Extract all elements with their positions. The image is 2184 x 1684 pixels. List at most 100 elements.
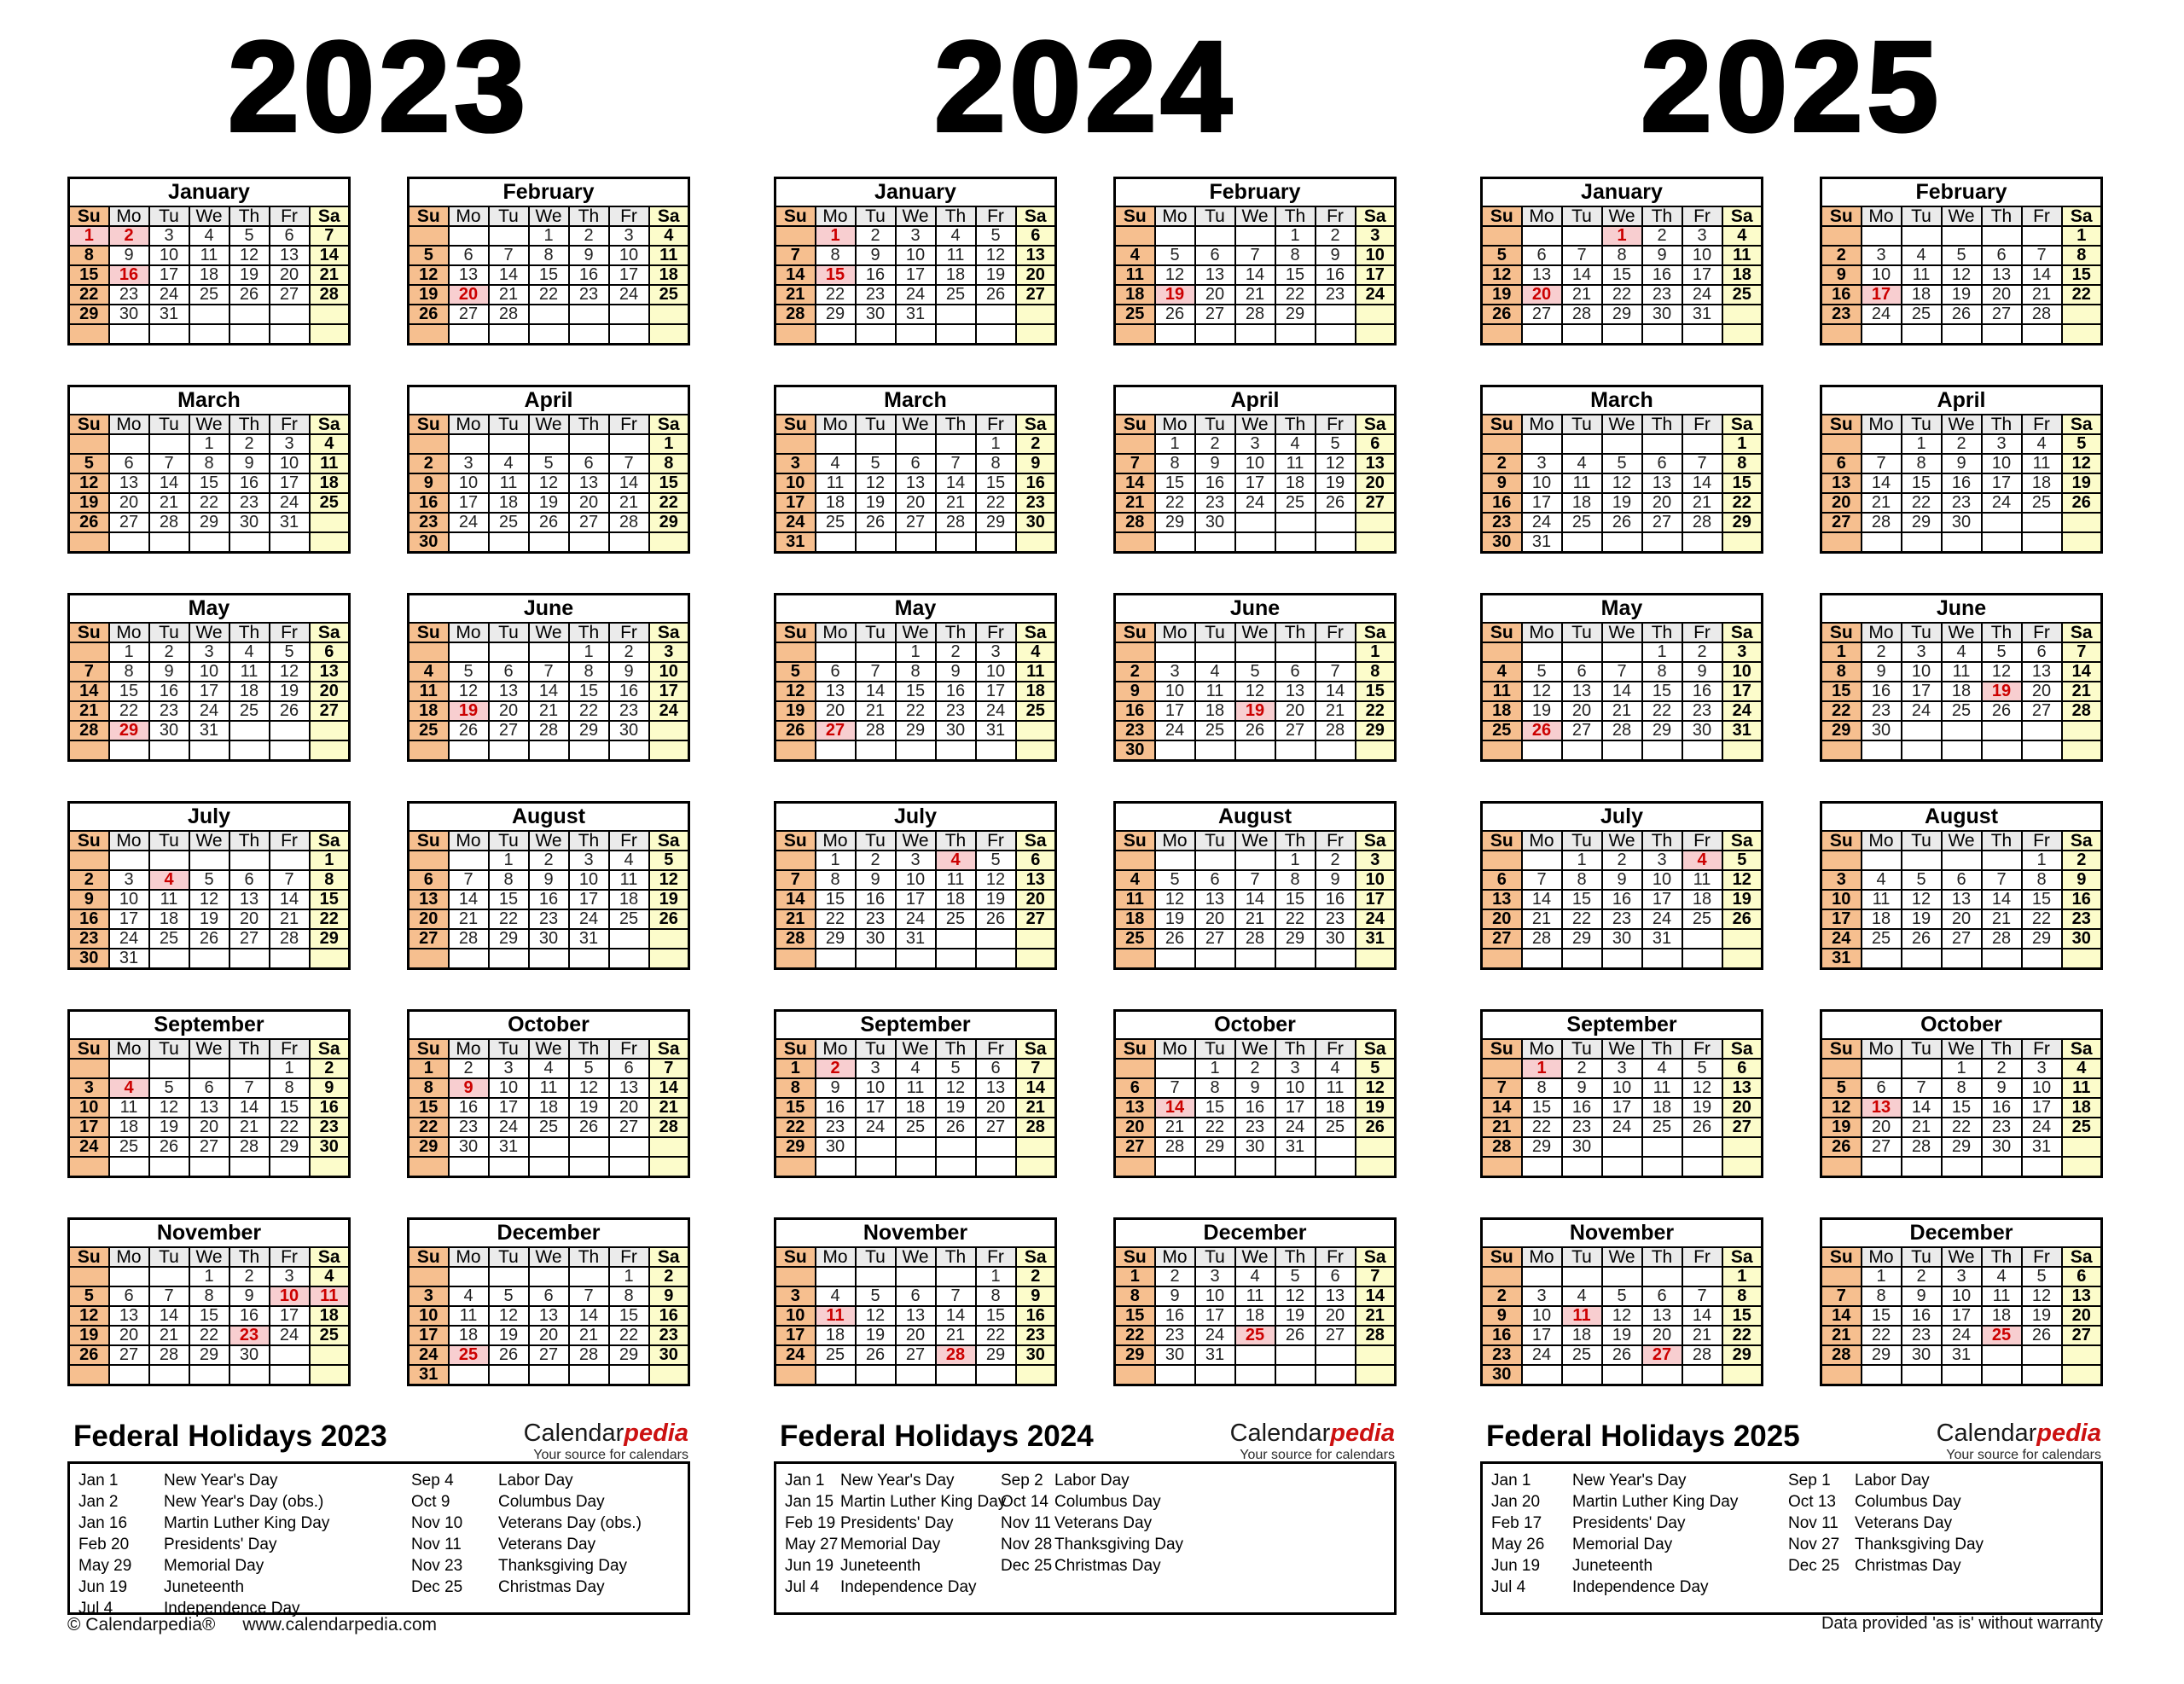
empty-day-cell bbox=[407, 642, 450, 663]
empty-day-cell bbox=[487, 225, 530, 247]
day-cell: 26 bbox=[1153, 304, 1196, 325]
day-cell: 5 bbox=[67, 1286, 110, 1307]
day-cell: 22 bbox=[1600, 284, 1643, 305]
weekday-header-mo: Mo bbox=[1153, 1246, 1196, 1268]
day-cell: 21 bbox=[934, 1325, 977, 1346]
day-cell: 17 bbox=[407, 1325, 450, 1346]
day-cell: 9 bbox=[1234, 1077, 1276, 1099]
day-cell: 31 bbox=[487, 1136, 530, 1158]
day-cell: 16 bbox=[228, 473, 270, 494]
weekday-header-sa: Sa bbox=[648, 622, 690, 643]
day-cell: 1 bbox=[2020, 850, 2063, 871]
day-cell: 25 bbox=[1194, 720, 1236, 741]
month-march-2025: March Su Mo Tu We Th Fr Sa 1 2 3 4 5 6 7 8 9 10 11 12 13 14 15… bbox=[1480, 385, 1763, 554]
day-cell: 25 bbox=[1314, 1117, 1356, 1138]
weekday-header-sa: Sa bbox=[1014, 830, 1057, 851]
holiday-name: Independence Day bbox=[164, 1600, 300, 1617]
day-cell: 7 bbox=[1153, 1077, 1196, 1099]
weekday-header-sa: Sa bbox=[308, 1246, 351, 1268]
day-cell: 19 bbox=[567, 1097, 610, 1118]
day-cell: 15 bbox=[814, 264, 857, 286]
empty-day-cell bbox=[148, 323, 190, 346]
empty-day-cell bbox=[1600, 1266, 1643, 1287]
day-cell: 15 bbox=[2020, 889, 2063, 910]
day-cell: 12 bbox=[854, 1305, 897, 1327]
day-cell: 31 bbox=[407, 1364, 450, 1386]
day-cell: 19 bbox=[974, 264, 1017, 286]
empty-day-cell bbox=[1480, 948, 1523, 970]
month-november-2023: November Su Mo Tu We Th Fr Sa 1 2 3 4 5 6 7 8 9 10 11 12 13 1… bbox=[67, 1217, 351, 1386]
day-cell: 16 bbox=[107, 264, 150, 286]
day-cell: 3 bbox=[1641, 850, 1683, 871]
day-cell: 4 bbox=[894, 1058, 937, 1079]
day-cell: 17 bbox=[1354, 889, 1397, 910]
holiday-name: Veterans Day bbox=[498, 1536, 596, 1553]
day-cell: 11 bbox=[1980, 1286, 2023, 1307]
day-cell: 17 bbox=[2020, 1097, 2063, 1118]
day-cell: 20 bbox=[2020, 681, 2063, 702]
weekday-header-fr: Fr bbox=[974, 206, 1017, 227]
empty-day-cell bbox=[1681, 948, 1723, 970]
day-cell: 3 bbox=[1354, 225, 1397, 247]
empty-day-cell bbox=[1560, 323, 1603, 346]
day-cell: 24 bbox=[1980, 492, 2023, 514]
month-december-2024: December Su Mo Tu We Th Fr Sa 1 2 3 4 5 6 7 8 9 10 11 12 13 1… bbox=[1113, 1217, 1397, 1386]
weekday-header-sa: Sa bbox=[2060, 1038, 2103, 1060]
day-cell: 28 bbox=[1600, 720, 1643, 741]
calendarpedia-url-link[interactable]: www.calendarpedia.com bbox=[242, 1615, 438, 1635]
day-cell: 5 bbox=[1721, 850, 1763, 871]
month-april-2025: April Su Mo Tu We Th Fr Sa 1 2 3 4 5 6 7 8 9 10 11 12 13 14 15… bbox=[1820, 385, 2103, 554]
month-january-2023: January Su Mo Tu We Th Fr Sa 1 2 3 4 5 6 7 8 9 10 11 12 13 14… bbox=[67, 177, 351, 346]
month-title: March bbox=[1480, 385, 1763, 415]
empty-day-cell bbox=[1860, 948, 1902, 970]
weekday-header-su: Su bbox=[1113, 1246, 1156, 1268]
holiday-name: Thanksgiving Day bbox=[1855, 1536, 1984, 1553]
month-december-2025: December Su Mo Tu We Th Fr Sa 1 2 3 4 5 6 7 8 9 10 11 12 13 1… bbox=[1820, 1217, 2103, 1386]
empty-day-cell bbox=[1900, 225, 1943, 247]
empty-day-cell bbox=[148, 433, 190, 455]
day-cell: 23 bbox=[1014, 492, 1057, 514]
weekday-header-su: Su bbox=[407, 414, 450, 435]
day-cell: 18 bbox=[894, 1097, 937, 1118]
day-cell: 24 bbox=[407, 1344, 450, 1366]
day-cell: 4 bbox=[107, 1077, 150, 1099]
empty-day-cell bbox=[1113, 225, 1156, 247]
day-cell: 2 bbox=[1980, 1058, 2023, 1079]
day-cell: 29 bbox=[814, 304, 857, 325]
day-cell: 27 bbox=[447, 304, 490, 325]
holiday-entry: Jul 4 Independence Day bbox=[785, 1577, 1006, 1598]
day-cell: 4 bbox=[148, 869, 190, 891]
day-cell: 11 bbox=[607, 869, 650, 891]
day-cell: 9 bbox=[567, 245, 610, 266]
day-cell: 3 bbox=[1820, 869, 1862, 891]
day-cell: 31 bbox=[1354, 928, 1397, 949]
weekday-header-th: Th bbox=[567, 622, 610, 643]
day-cell: 25 bbox=[2020, 492, 2063, 514]
day-cell: 21 bbox=[67, 700, 110, 722]
day-cell: 6 bbox=[228, 869, 270, 891]
day-cell: 19 bbox=[974, 889, 1017, 910]
day-cell: 13 bbox=[2060, 1286, 2103, 1307]
empty-day-cell bbox=[1153, 1058, 1196, 1079]
day-cell: 22 bbox=[1520, 1117, 1563, 1138]
day-cell: 11 bbox=[934, 869, 977, 891]
federal-holidays-heading: Federal Holidays 2024 bbox=[780, 1420, 1094, 1453]
weekday-header-fr: Fr bbox=[268, 622, 311, 643]
empty-day-cell bbox=[894, 531, 937, 554]
day-cell: 19 bbox=[1721, 889, 1763, 910]
day-cell: 17 bbox=[1520, 1325, 1563, 1346]
day-cell: 1 bbox=[894, 642, 937, 663]
day-cell: 6 bbox=[1520, 245, 1563, 266]
day-cell: 15 bbox=[974, 473, 1017, 494]
day-cell: 16 bbox=[1980, 1097, 2023, 1118]
day-cell: 25 bbox=[1900, 304, 1943, 325]
day-cell: 19 bbox=[854, 492, 897, 514]
day-cell: 16 bbox=[1314, 264, 1356, 286]
empty-day-cell bbox=[648, 720, 690, 741]
day-cell: 18 bbox=[308, 473, 351, 494]
weekday-header-th: Th bbox=[1641, 1038, 1683, 1060]
empty-day-cell bbox=[1480, 1058, 1523, 1079]
empty-day-cell bbox=[814, 948, 857, 970]
day-cell: 22 bbox=[407, 1117, 450, 1138]
day-cell: 11 bbox=[1560, 473, 1603, 494]
